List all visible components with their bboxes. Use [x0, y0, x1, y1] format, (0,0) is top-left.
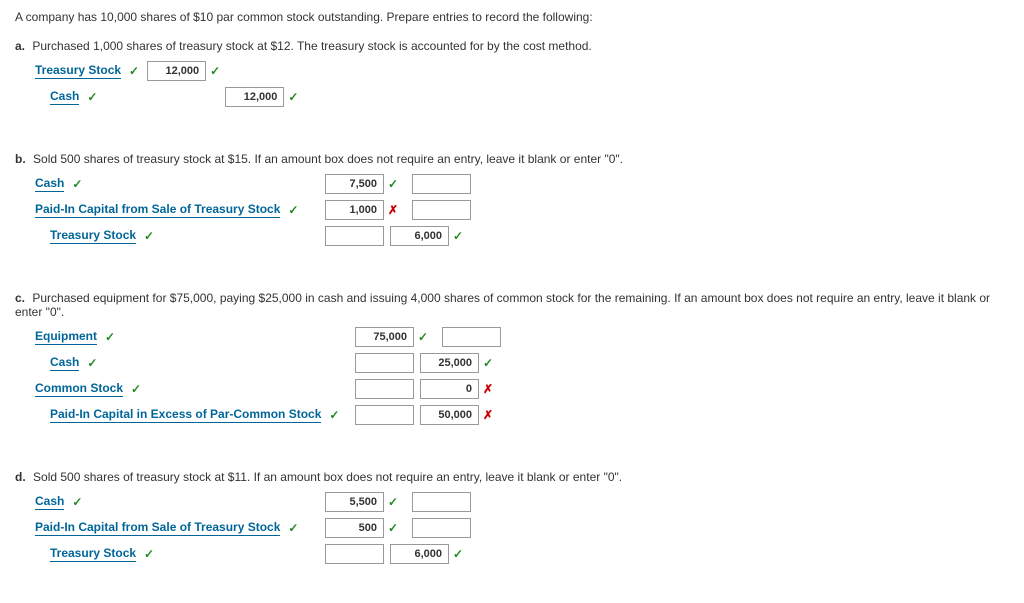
- cross-icon: ✗: [483, 382, 493, 396]
- debit-input[interactable]: [325, 226, 384, 246]
- entry-line: Treasury Stock ✓ 12,000 ✓: [15, 61, 1009, 81]
- account-label[interactable]: Paid-In Capital from Sale of Treasury St…: [35, 202, 280, 218]
- debit-input[interactable]: 12,000: [147, 61, 206, 81]
- account-label[interactable]: Treasury Stock: [50, 546, 136, 562]
- account-label[interactable]: Equipment: [35, 329, 97, 345]
- section-d-header: d. Sold 500 shares of treasury stock at …: [15, 470, 1009, 484]
- credit-input[interactable]: [412, 174, 471, 194]
- check-icon: ✓: [87, 90, 97, 104]
- check-icon: ✓: [144, 547, 154, 561]
- debit-input[interactable]: 5,500: [325, 492, 384, 512]
- section-a: a. Purchased 1,000 shares of treasury st…: [15, 39, 1009, 107]
- entry-line: Paid-In Capital in Excess of Par-Common …: [15, 405, 1009, 425]
- credit-input[interactable]: 6,000: [390, 544, 449, 564]
- check-icon: ✓: [453, 547, 463, 561]
- check-icon: ✓: [288, 521, 298, 535]
- check-icon: ✓: [72, 177, 82, 191]
- account-label[interactable]: Cash: [35, 176, 64, 192]
- entry-line: Paid-In Capital from Sale of Treasury St…: [15, 518, 1009, 538]
- credit-input[interactable]: 6,000: [390, 226, 449, 246]
- section-c-letter: c.: [15, 291, 25, 305]
- account-label[interactable]: Cash: [35, 494, 64, 510]
- credit-input[interactable]: 12,000: [225, 87, 284, 107]
- check-icon: ✓: [131, 382, 141, 396]
- section-a-text: Purchased 1,000 shares of treasury stock…: [32, 39, 591, 53]
- credit-input[interactable]: 0: [420, 379, 479, 399]
- check-icon: ✓: [453, 229, 463, 243]
- section-c: c. Purchased equipment for $75,000, payi…: [15, 291, 1009, 425]
- section-d-text: Sold 500 shares of treasury stock at $11…: [33, 470, 622, 484]
- credit-input[interactable]: [412, 200, 471, 220]
- credit-input[interactable]: [442, 327, 501, 347]
- section-d-letter: d.: [15, 470, 26, 484]
- account-label[interactable]: Paid-In Capital from Sale of Treasury St…: [35, 520, 280, 536]
- check-icon: ✓: [288, 203, 298, 217]
- account-label[interactable]: Cash: [50, 355, 79, 371]
- account-label[interactable]: Treasury Stock: [50, 228, 136, 244]
- debit-input[interactable]: [355, 405, 414, 425]
- debit-input[interactable]: [325, 544, 384, 564]
- entry-line: Cash ✓ 25,000 ✓: [15, 353, 1009, 373]
- check-icon: ✓: [105, 330, 115, 344]
- intro-text: A company has 10,000 shares of $10 par c…: [15, 10, 1009, 24]
- debit-input[interactable]: 75,000: [355, 327, 414, 347]
- credit-input[interactable]: [412, 518, 471, 538]
- debit-input[interactable]: [355, 353, 414, 373]
- check-icon: ✓: [210, 64, 220, 78]
- section-b-letter: b.: [15, 152, 26, 166]
- entry-line: Common Stock ✓ 0 ✗: [15, 379, 1009, 399]
- entry-line: Cash ✓ 5,500 ✓: [15, 492, 1009, 512]
- check-icon: ✓: [144, 229, 154, 243]
- entry-line: Cash ✓ 7,500 ✓: [15, 174, 1009, 194]
- check-icon: ✓: [87, 356, 97, 370]
- entry-line: Treasury Stock ✓ 6,000 ✓: [15, 226, 1009, 246]
- debit-input[interactable]: 500: [325, 518, 384, 538]
- debit-input[interactable]: 7,500: [325, 174, 384, 194]
- section-a-letter: a.: [15, 39, 25, 53]
- account-treasury-stock[interactable]: Treasury Stock: [35, 63, 121, 79]
- entry-line: Equipment ✓ 75,000 ✓: [15, 327, 1009, 347]
- account-cash[interactable]: Cash: [50, 89, 79, 105]
- account-label[interactable]: Common Stock: [35, 381, 123, 397]
- debit-input[interactable]: 1,000: [325, 200, 384, 220]
- section-a-header: a. Purchased 1,000 shares of treasury st…: [15, 39, 1009, 53]
- entry-line: Cash ✓ 12,000 ✓: [15, 87, 1009, 107]
- section-b: b. Sold 500 shares of treasury stock at …: [15, 152, 1009, 246]
- credit-input[interactable]: [412, 492, 471, 512]
- section-b-header: b. Sold 500 shares of treasury stock at …: [15, 152, 1009, 166]
- check-icon: ✓: [418, 330, 428, 344]
- entry-line: Paid-In Capital from Sale of Treasury St…: [15, 200, 1009, 220]
- cross-icon: ✗: [483, 408, 493, 422]
- check-icon: ✓: [388, 495, 398, 509]
- section-c-text: Purchased equipment for $75,000, paying …: [15, 291, 990, 319]
- check-icon: ✓: [388, 177, 398, 191]
- section-b-text: Sold 500 shares of treasury stock at $15…: [33, 152, 623, 166]
- check-icon: ✓: [329, 408, 339, 422]
- check-icon: ✓: [72, 495, 82, 509]
- entry-line: Treasury Stock ✓ 6,000 ✓: [15, 544, 1009, 564]
- account-label[interactable]: Paid-In Capital in Excess of Par-Common …: [50, 407, 321, 423]
- check-icon: ✓: [288, 90, 298, 104]
- section-c-header: c. Purchased equipment for $75,000, payi…: [15, 291, 1009, 319]
- check-icon: ✓: [483, 356, 493, 370]
- check-icon: ✓: [388, 521, 398, 535]
- credit-input[interactable]: 25,000: [420, 353, 479, 373]
- debit-input[interactable]: [355, 379, 414, 399]
- section-d: d. Sold 500 shares of treasury stock at …: [15, 470, 1009, 564]
- credit-input[interactable]: 50,000: [420, 405, 479, 425]
- cross-icon: ✗: [388, 203, 398, 217]
- check-icon: ✓: [129, 64, 139, 78]
